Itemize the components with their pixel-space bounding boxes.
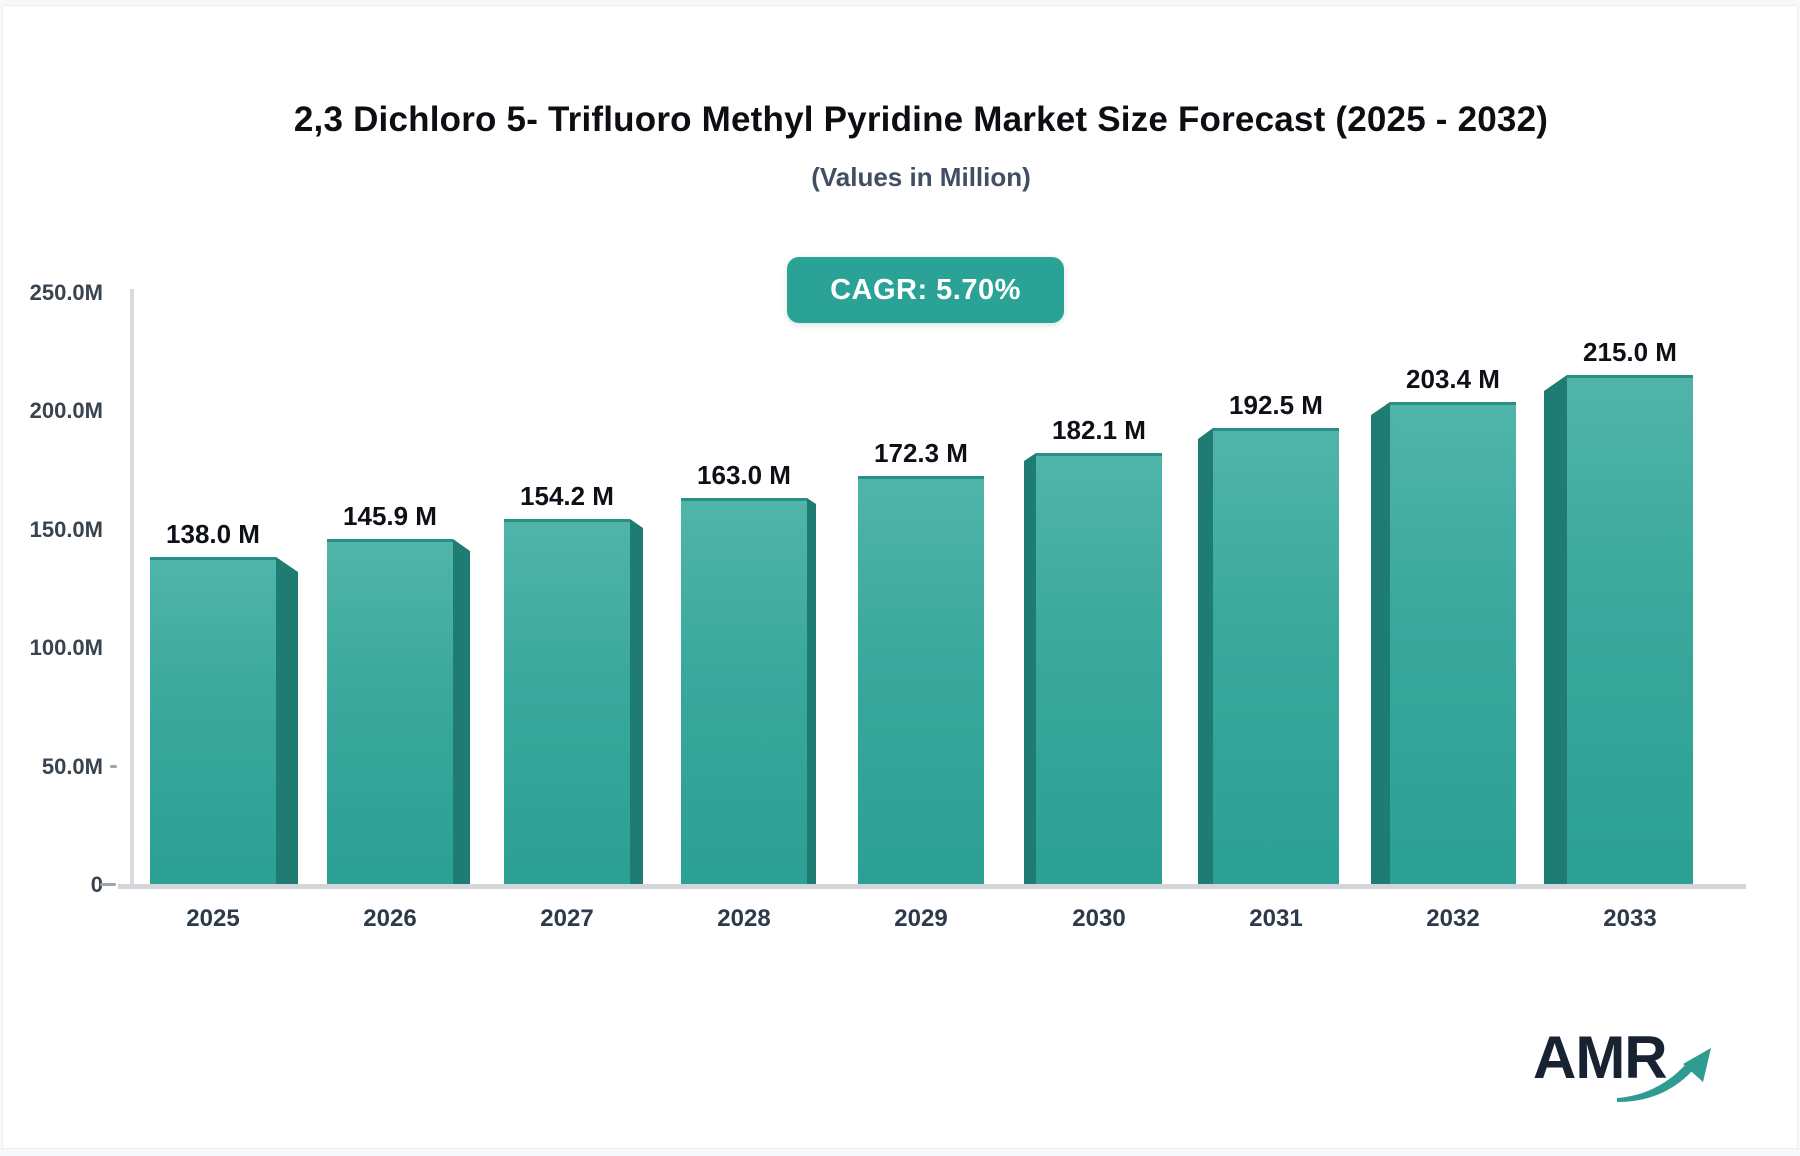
bar-side-2033 bbox=[1544, 375, 1567, 884]
bar-2032 bbox=[1390, 402, 1516, 884]
cagr-badge: CAGR: 5.70% bbox=[787, 257, 1064, 323]
bar-2031 bbox=[1213, 428, 1339, 884]
x-axis-label-2026: 2026 bbox=[363, 905, 417, 932]
x-axis-label-2028: 2028 bbox=[717, 905, 771, 932]
bar-value-label: 182.1 M bbox=[1052, 415, 1146, 445]
bar-2027 bbox=[504, 519, 630, 884]
y-axis-label: 50.0M bbox=[41, 754, 103, 779]
growth-arrow-icon bbox=[1617, 1048, 1711, 1102]
bar-side-2027 bbox=[630, 519, 643, 884]
bar-value-label: 138.0 M bbox=[166, 519, 260, 549]
bar-side-2028 bbox=[807, 498, 816, 884]
bar-value-label: 215.0 M bbox=[1583, 337, 1677, 367]
x-axis-label-2031: 2031 bbox=[1249, 905, 1303, 932]
bar-value-label: 163.0 M bbox=[697, 460, 791, 490]
bar-side-2031 bbox=[1198, 428, 1213, 884]
bar-side-2032 bbox=[1371, 402, 1390, 884]
y-axis-label: 0 bbox=[90, 872, 103, 897]
x-axis-baseline bbox=[118, 884, 1746, 889]
x-axis-label-2033: 2033 bbox=[1603, 905, 1657, 932]
y-axis-label: 250.0M bbox=[29, 280, 103, 305]
bar-2033 bbox=[1567, 375, 1693, 884]
bar-value-label: 203.4 M bbox=[1406, 364, 1500, 394]
y-axis-tick bbox=[110, 765, 117, 768]
bar-value-label: 172.3 M bbox=[874, 438, 968, 468]
y-axis-line bbox=[130, 289, 134, 885]
x-axis-label-2027: 2027 bbox=[540, 905, 594, 932]
y-axis-label: 100.0M bbox=[29, 635, 103, 660]
bar-value-label: 192.5 M bbox=[1229, 390, 1323, 420]
bar-value-label: 145.9 M bbox=[343, 501, 437, 531]
y-axis-label: 150.0M bbox=[29, 517, 103, 542]
bar-value-label: 154.2 M bbox=[520, 481, 614, 511]
chart-subtitle: (Values in Million) bbox=[811, 162, 1031, 192]
x-axis-label-2029: 2029 bbox=[894, 905, 948, 932]
bar-side-2026 bbox=[453, 539, 470, 884]
bar-2025 bbox=[150, 557, 276, 884]
y-axis-tick bbox=[100, 883, 116, 886]
x-axis-label-2025: 2025 bbox=[186, 905, 240, 932]
y-axis-label: 200.0M bbox=[29, 398, 103, 423]
bar-side-2025 bbox=[276, 557, 298, 884]
x-axis-label-2032: 2032 bbox=[1426, 905, 1480, 932]
page-title: 2,3 Dichloro 5- Trifluoro Methyl Pyridin… bbox=[293, 100, 1549, 139]
bar-2029 bbox=[858, 476, 984, 884]
bar-2030 bbox=[1036, 453, 1162, 884]
cagr-badge-label: CAGR: 5.70% bbox=[830, 273, 1021, 306]
amr-logo: AMR bbox=[1533, 1026, 1773, 1116]
amr-logo-text: AMR bbox=[1533, 1024, 1668, 1091]
x-axis-label-2030: 2030 bbox=[1072, 905, 1126, 932]
bar-2028 bbox=[681, 498, 807, 884]
bar-2026 bbox=[327, 539, 453, 884]
bar-side-2030 bbox=[1024, 453, 1036, 884]
